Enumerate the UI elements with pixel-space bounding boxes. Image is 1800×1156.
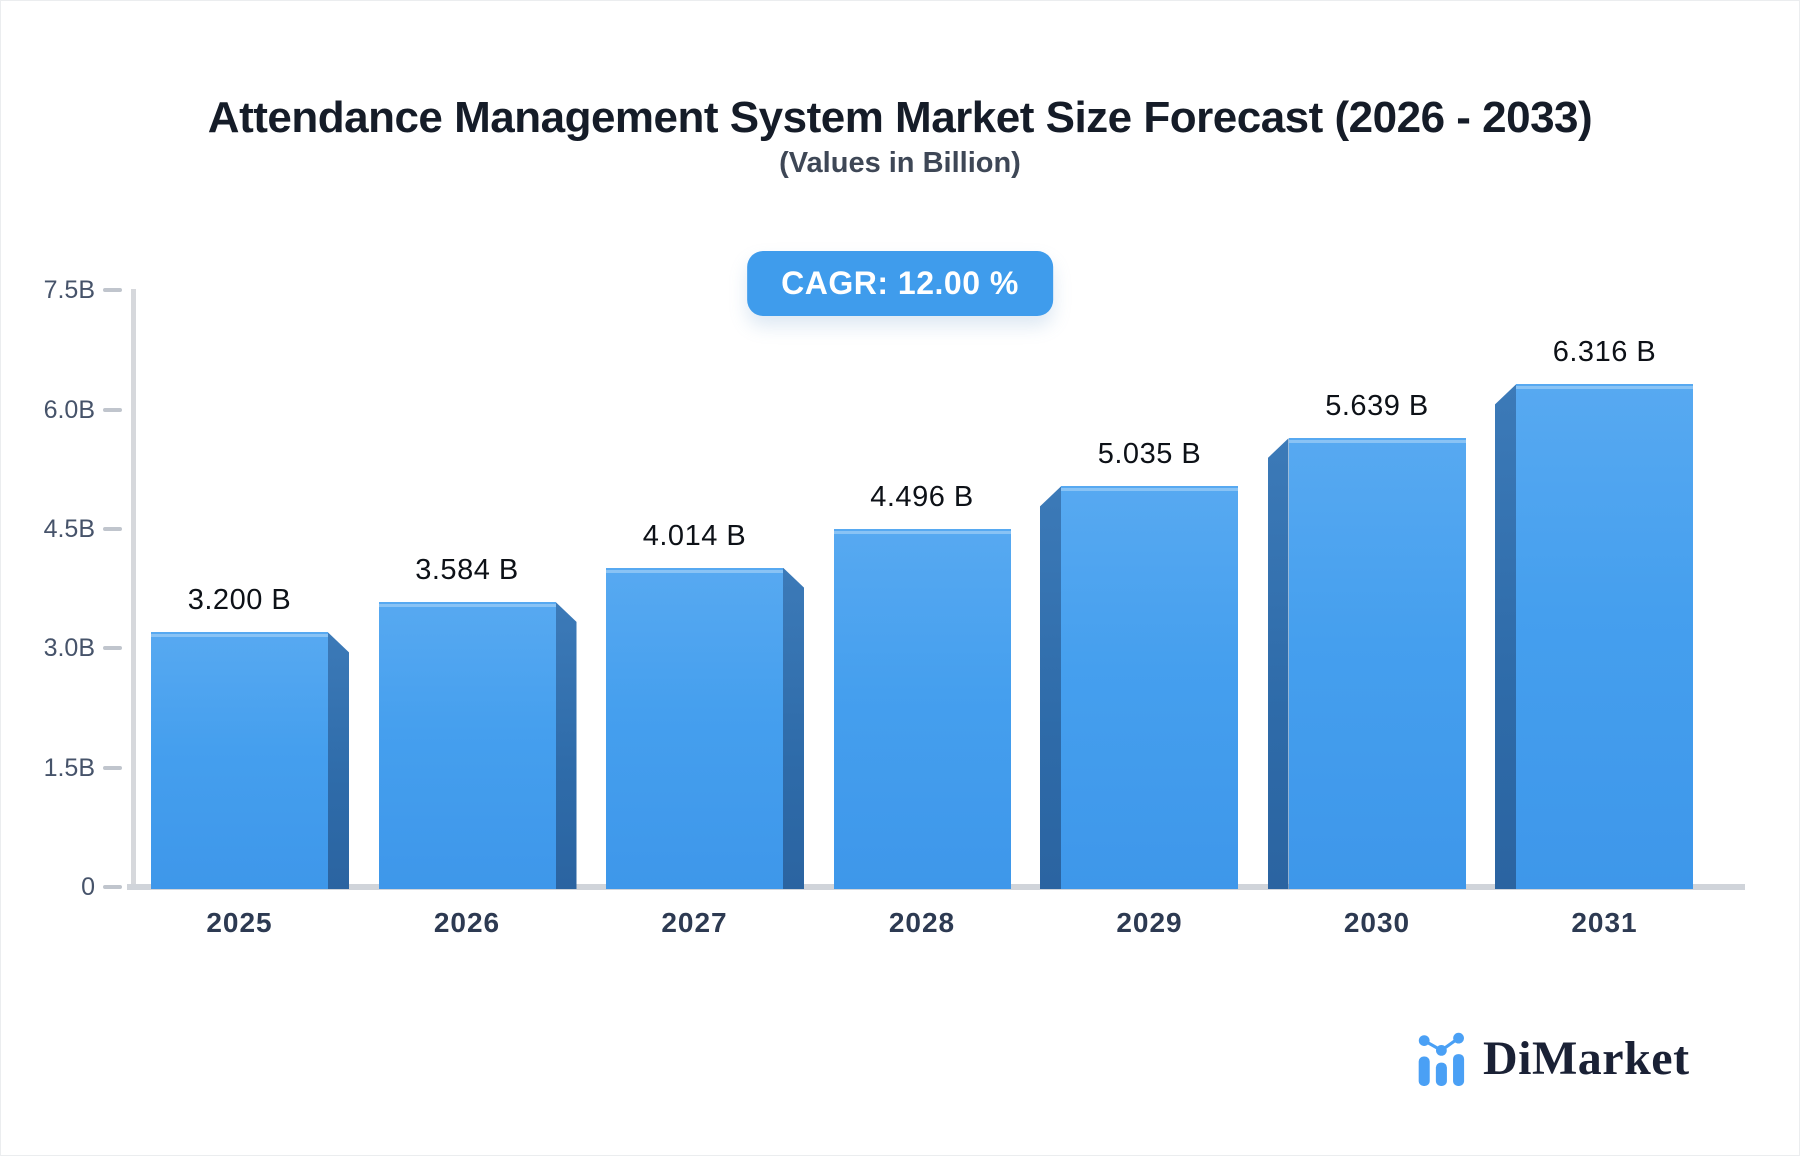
y-tick-mark <box>103 526 122 531</box>
y-tick-mark <box>103 646 122 651</box>
bar-2026[interactable] <box>378 601 556 889</box>
y-tick-label: 1.5B <box>43 753 95 782</box>
y-tick-label: 6.0B <box>43 395 95 424</box>
bar-side-panel <box>1267 438 1289 889</box>
y-tick-mark <box>103 885 122 889</box>
bar-value-label: 3.200 B <box>187 584 292 617</box>
bar-2028[interactable] <box>833 529 1011 889</box>
bar-side-panel <box>328 632 349 889</box>
bar-value-label: 6.316 B <box>1552 336 1657 369</box>
y-tick-label: 4.5B <box>43 514 95 543</box>
bar-2031[interactable] <box>1516 384 1693 889</box>
bar-line-chart-icon <box>1418 1032 1465 1086</box>
cagr-badge: CAGR: 12.00 % <box>747 251 1053 316</box>
y-axis-line <box>131 289 136 887</box>
brand-logo: DiMarket <box>1415 1029 1690 1089</box>
bar-2025[interactable] <box>151 632 328 889</box>
x-axis-label-2028: 2028 <box>888 907 956 938</box>
bar-value-label: 4.496 B <box>870 481 974 514</box>
y-tick-label: 0 <box>81 873 95 901</box>
y-tick-label: 3.0B <box>43 634 95 663</box>
bar-value-label: 3.584 B <box>415 553 519 586</box>
x-axis-label-2027: 2027 <box>661 907 728 938</box>
bar-2030[interactable] <box>1288 438 1466 889</box>
brand-logo-text: DiMarket <box>1483 1032 1690 1085</box>
bar-side-panel <box>555 601 577 889</box>
x-axis-label-2029: 2029 <box>1116 907 1183 938</box>
bar-value-label: 4.014 B <box>642 519 747 552</box>
bar-value-label: 5.035 B <box>1097 438 1202 471</box>
chart-subtitle: (Values in Billion) <box>779 147 1021 179</box>
chart-title: Attendance Management System Market Size… <box>207 93 1593 142</box>
bar-side-panel <box>1495 384 1516 889</box>
bar-2027[interactable] <box>606 567 783 889</box>
x-axis-label-2025: 2025 <box>206 907 273 938</box>
x-axis-label-2026: 2026 <box>433 907 501 938</box>
bar-side-panel <box>1040 486 1061 889</box>
y-tick-mark <box>103 765 122 770</box>
y-tick-mark <box>103 288 122 293</box>
bar-value-label: 5.639 B <box>1325 390 1429 423</box>
x-axis-label-2031: 2031 <box>1571 907 1638 938</box>
y-tick-mark <box>103 407 122 412</box>
bar-2029[interactable] <box>1061 486 1238 889</box>
y-tick-label: 7.5B <box>43 276 95 305</box>
bar-side-panel <box>783 567 804 889</box>
x-axis-label-2030: 2030 <box>1343 907 1411 938</box>
